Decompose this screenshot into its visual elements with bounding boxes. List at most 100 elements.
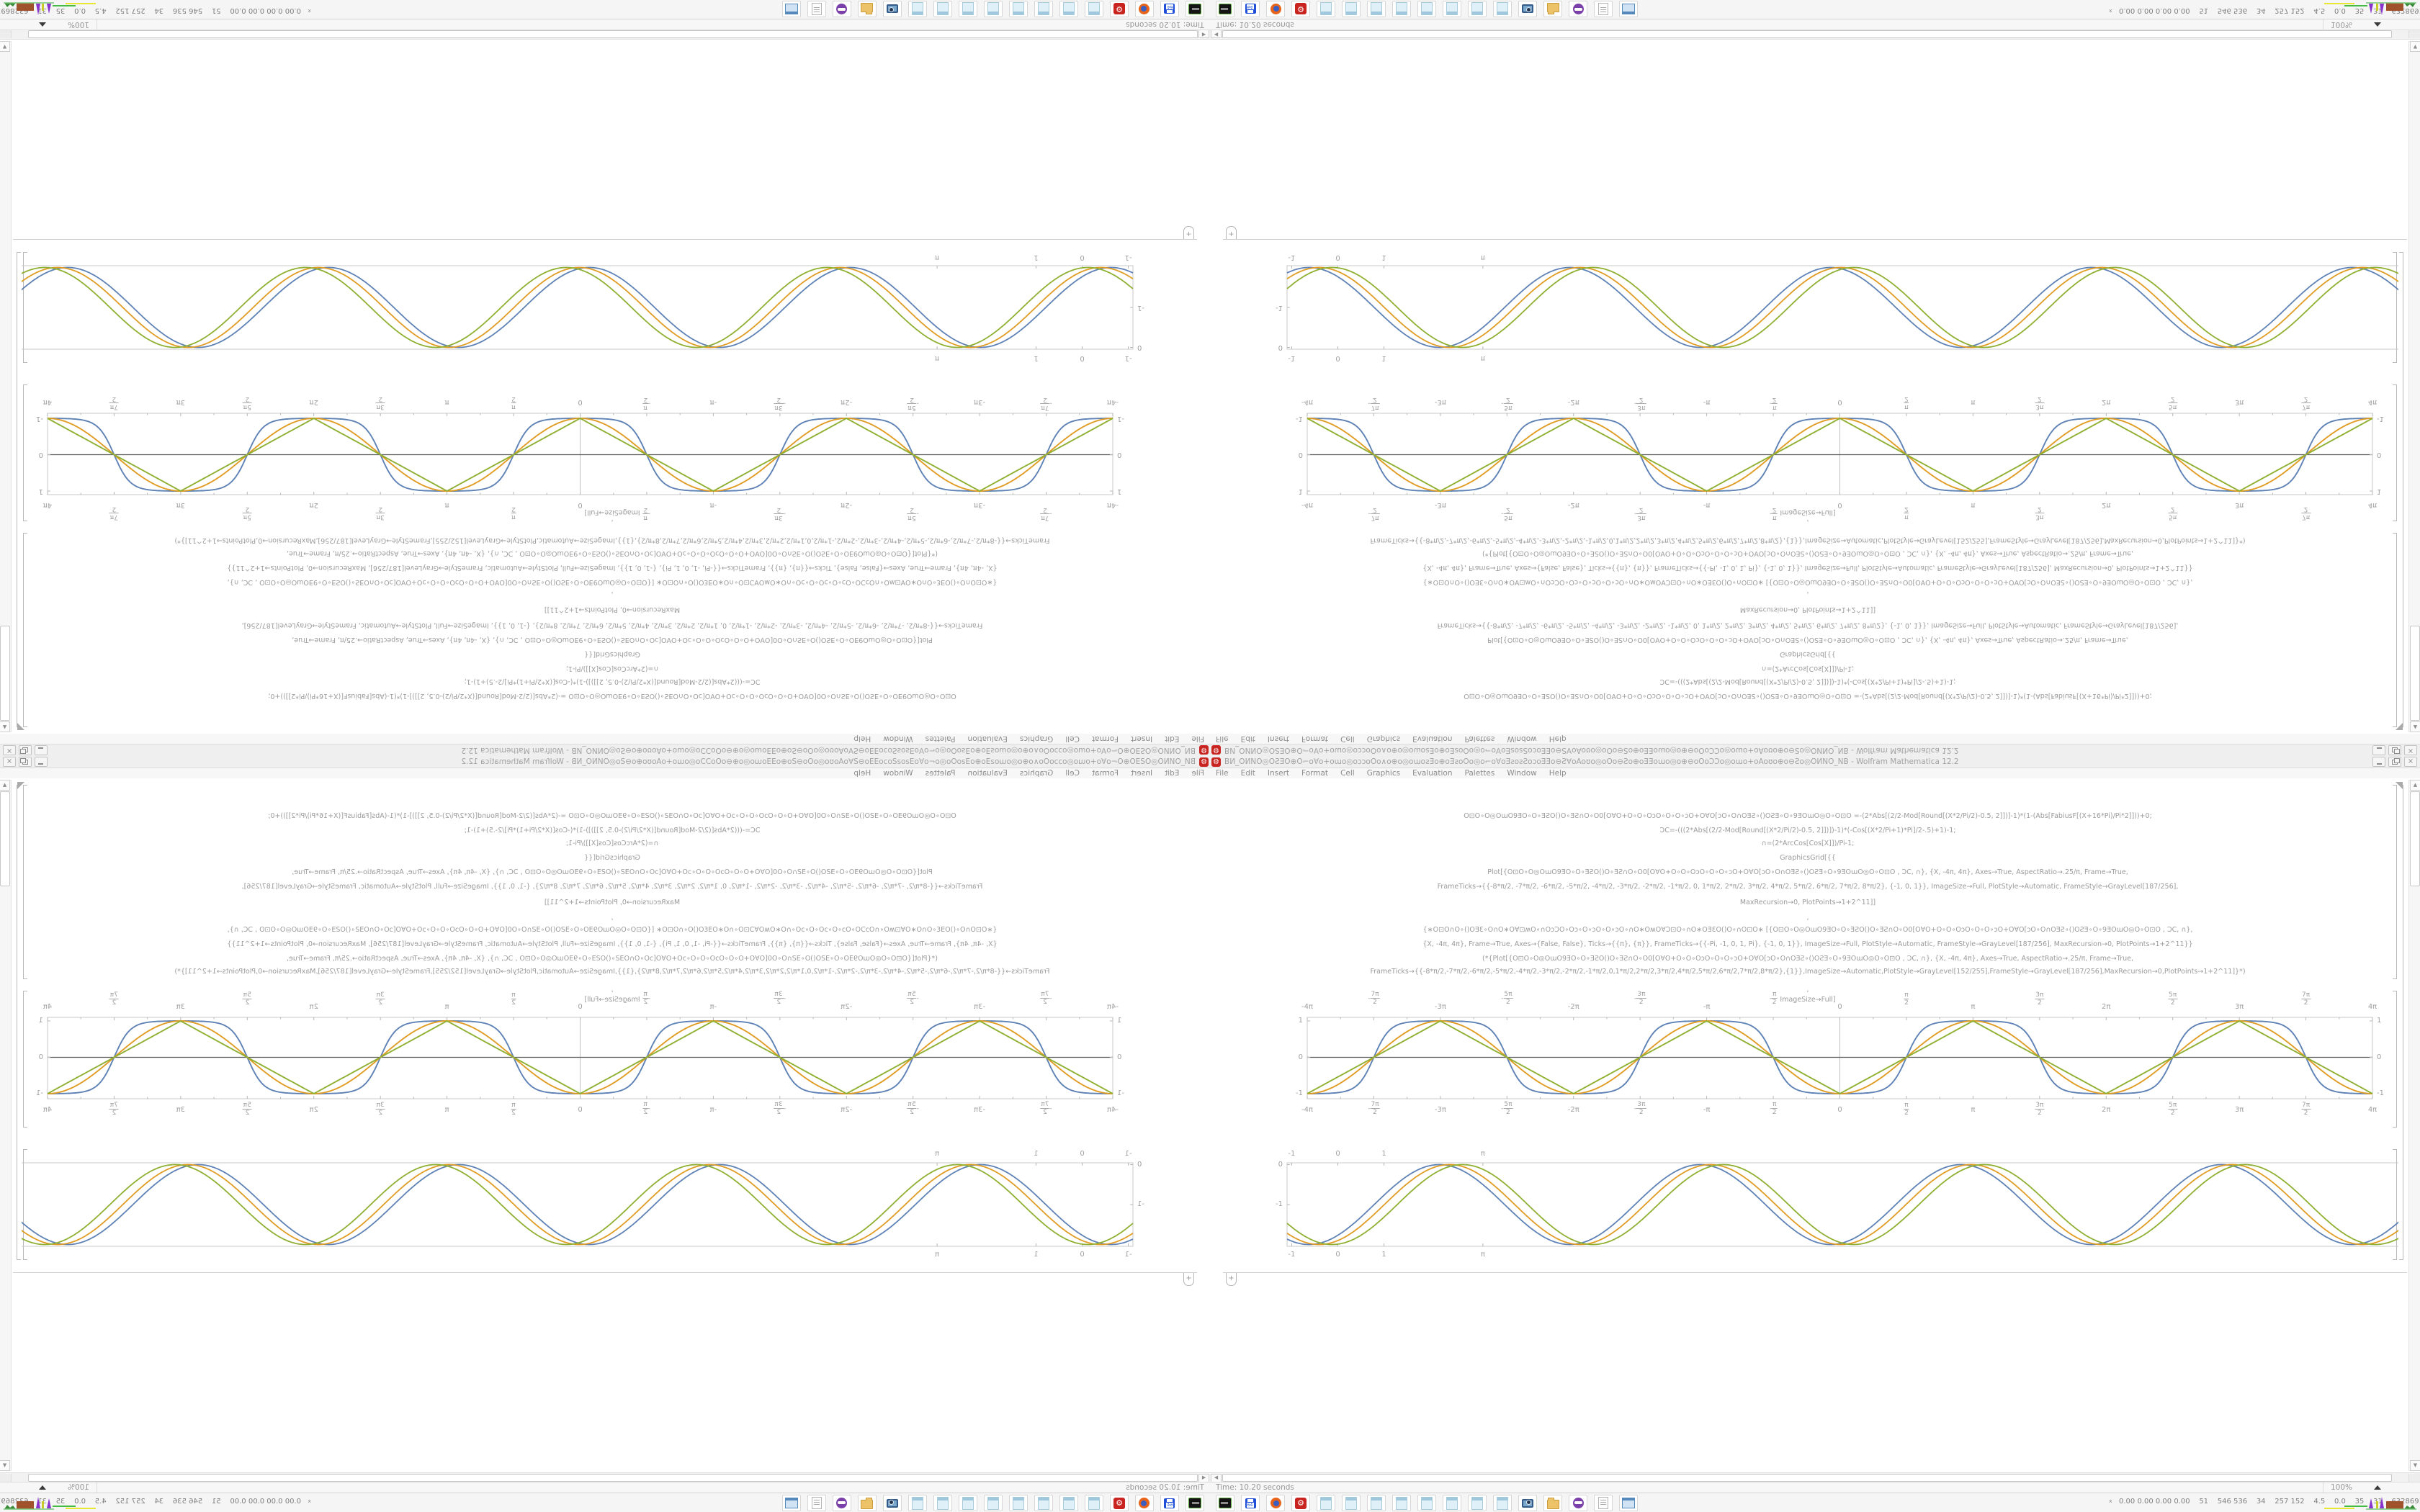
menu-graphics[interactable]: Graphics xyxy=(1366,734,1401,743)
code-line-7[interactable]: MaxRecursion→0, PlotPoints→1+2^11]] xyxy=(544,899,681,906)
launcher-notepad-icon[interactable] xyxy=(984,1495,1003,1511)
code-line-1[interactable]: O⊡O∘O◎OɯO9ƎO∘O∘ƎƧO()O∘ƎƧ∩O∘O0[O∀O+O∘O∘Oɔ… xyxy=(1464,812,2152,820)
menu-graphics[interactable]: Graphics xyxy=(1019,734,1054,743)
scroll-up-icon[interactable]: ▲ xyxy=(0,780,10,791)
launcher-notepad-icon[interactable] xyxy=(933,1495,952,1511)
menu-insert[interactable]: Insert xyxy=(1130,734,1153,743)
cell-group-bracket[interactable] xyxy=(17,252,22,727)
code-line-4[interactable]: GraphicsGrid[{{ xyxy=(1780,854,1836,862)
launcher-mathematica-icon[interactable]: ⚙ xyxy=(1291,1495,1310,1511)
launcher-notepad-icon[interactable] xyxy=(1317,1,1335,17)
code-line-11[interactable]: (*{Plot[{O⊡O∘O◎OɯO9ƎO∘O∘ƎƧO()O∘ƎƧ∩O∘O0[O… xyxy=(287,549,938,557)
code-line-7[interactable]: MaxRecursion→0, PlotPoints→1+2^11]] xyxy=(1739,899,1876,906)
menu-window[interactable]: Window xyxy=(883,769,913,778)
horizontal-scrollbar[interactable]: ◀ xyxy=(1210,30,2420,40)
window-titlebar[interactable]: ⚙ BИ_OИNO◎OƧƎO⊕O⌐o∀o+oɯo◎oɔɔoOo∧o⊕o◎oɯoƨ… xyxy=(1210,756,2420,768)
cell-bracket[interactable] xyxy=(2392,991,2397,1128)
code-line-1[interactable]: O⊡O∘O◎OɯO9ƎO∘O∘ƎƧO()O∘ƎƧ∩O∘O0[O∀O+O∘O∘Oɔ… xyxy=(268,812,956,820)
close-button[interactable]: × xyxy=(2404,757,2417,767)
code-line-5[interactable]: Plot[{O⊡O∘O◎OɯO9ƎO∘O∘ƎƧO()O∘ƎƧ∩O∘O0[O∀O+… xyxy=(292,868,933,876)
code-line-11[interactable]: (*{Plot[{O⊡O∘O◎OɯO9ƎO∘O∘ƎƧO()O∘ƎƧ∩O∘O0[O… xyxy=(1482,955,2133,963)
launcher-screenshot-icon[interactable] xyxy=(1518,1495,1537,1511)
vertical-scrollbar[interactable]: ▲ ▼ xyxy=(2408,41,2420,732)
vertical-scrollbar[interactable]: ▲ ▼ xyxy=(2408,780,2420,1471)
menu-graphics[interactable]: Graphics xyxy=(1366,769,1401,778)
horizontal-scroll-thumb[interactable] xyxy=(28,1474,1198,1482)
launcher-terminal-drive-icon[interactable] xyxy=(1186,1495,1204,1511)
code-line-6[interactable]: FrameTicks→{{-8*π/2, -7*π/2, -6*π/2, -5*… xyxy=(241,883,983,891)
menu-format[interactable]: Format xyxy=(1301,734,1329,743)
code-line-5[interactable]: Plot[{O⊡O∘O◎OɯO9ƎO∘O∘ƎƧO()O∘ƎƧ∩O∘O0[O∀O+… xyxy=(1487,636,2128,644)
menu-edit[interactable]: Edit xyxy=(1165,769,1180,778)
scroll-up-icon[interactable]: ▲ xyxy=(2410,721,2420,732)
launcher-terminal-drive-icon[interactable] xyxy=(1186,1,1204,17)
window-titlebar[interactable]: ⚙ BИ_OИNO◎OƧƎO⊕O⌐o∀o+oɯo◎oɔɔoOo∧o⊕o◎oɯoƨ… xyxy=(1210,744,2420,756)
code-line-5[interactable]: Plot[{O⊡O∘O◎OɯO9ƎO∘O∘ƎƧO()O∘ƎƧ∩O∘O0[O∀O+… xyxy=(1487,868,2128,876)
magnification-dropdown-icon[interactable] xyxy=(39,1485,46,1490)
code-line-4[interactable]: GraphicsGrid[{{ xyxy=(584,650,640,658)
launcher-terminal-drive-icon[interactable] xyxy=(1216,1,1234,17)
launcher-notepad-icon[interactable] xyxy=(1059,1,1078,17)
menu-edit[interactable]: Edit xyxy=(1165,734,1180,743)
launcher-notepad-icon[interactable] xyxy=(1392,1495,1411,1511)
code-line-8[interactable]: , xyxy=(1806,914,1809,922)
code-line-2[interactable]: ƆC=-(((2*Abs[(2/2-Mod[Round[(X*2/Pi/2)-0… xyxy=(1659,827,1956,834)
code-line-10[interactable]: {X, -4π, 4π}, Frame→True, Axes→{False, F… xyxy=(1422,940,2193,948)
code-line-9[interactable]: {∗O⊡O∩O∘()OƎƐ∘O∩O∗O∀⊡ʍO∘∩OɔƆO∘Oɔ∘O∘ɔO∘O∘… xyxy=(1422,926,2193,934)
launcher-receipt-icon[interactable] xyxy=(807,1495,826,1511)
launcher-notepad-icon[interactable] xyxy=(959,1495,977,1511)
menu-insert[interactable]: Insert xyxy=(1267,769,1290,778)
code-line-2[interactable]: ƆC=-(((2*Abs[(2/2-Mod[Round[(X*2/Pi/2)-0… xyxy=(464,827,761,834)
launcher-notepad-icon[interactable] xyxy=(1493,1,1512,17)
code-line-3[interactable]: ∩=(2*ArcCos[Cos[X]])/Pi-1; xyxy=(1761,840,1855,847)
code-line-6[interactable]: FrameTicks→{{-8*π/2, -7*π/2, -6*π/2, -5*… xyxy=(1437,621,2179,629)
vertical-scrollbar[interactable]: ▲ ▼ xyxy=(0,41,12,732)
code-line-1[interactable]: O⊡O∘O◎OɯO9ƎO∘O∘ƎƧO()O∘ƎƧ∩O∘O0[O∀O+O∘O∘Oɔ… xyxy=(1464,692,2152,700)
insert-cell-button[interactable]: + xyxy=(1226,226,1237,239)
code-line-3[interactable]: ∩=(2*ArcCos[Cos[X]])/Pi-1; xyxy=(1761,665,1855,672)
launcher-notepad-icon[interactable] xyxy=(1417,1495,1436,1511)
window-titlebar[interactable]: ⚙ BИ_OИNO◎OƧƎO⊕O⌐o∀o+oɯo◎oɔɔoOo∧o⊕o◎oɯoƨ… xyxy=(0,744,1210,756)
code-line-13[interactable]: , xyxy=(1806,986,1809,994)
menu-help[interactable]: Help xyxy=(853,734,871,743)
menu-file[interactable]: File xyxy=(1191,734,1204,743)
close-button[interactable]: × xyxy=(3,757,16,767)
horizontal-scrollbar[interactable]: ◀ xyxy=(1210,1472,2420,1482)
code-line-12[interactable]: FrameTicks→{{-8*π/2,-7*π/2,-6*π/2,-5*π/2… xyxy=(1370,968,2246,976)
code-line-11[interactable]: (*{Plot[{O⊡O∘O◎OɯO9ƎO∘O∘ƎƧO()O∘ƎƧ∩O∘O0[O… xyxy=(287,955,938,963)
launcher-notepad-icon[interactable] xyxy=(1443,1,1461,17)
magnification-dropdown-icon[interactable] xyxy=(39,22,46,27)
cell-insertion-line[interactable] xyxy=(13,239,1197,240)
horizontal-scroll-thumb[interactable] xyxy=(1222,30,2392,38)
menu-format[interactable]: Format xyxy=(1091,734,1119,743)
launcher-notepad-icon[interactable] xyxy=(1317,1495,1335,1511)
launcher-notepad-icon[interactable] xyxy=(1392,1,1411,17)
launcher-notepad-icon[interactable] xyxy=(984,1,1003,17)
insert-cell-button[interactable]: + xyxy=(1183,1273,1194,1286)
scroll-down-icon[interactable]: ▼ xyxy=(0,1460,10,1471)
notebook-content[interactable]: O⊡O∘O◎OɯO9ƎO∘O∘ƎƧO()O∘ƎƧ∩O∘O0[O∀O+O∘O∘Oɔ… xyxy=(0,778,1210,1472)
horizontal-scrollbar[interactable]: ◀ xyxy=(0,1472,1210,1482)
vertical-scroll-thumb[interactable] xyxy=(2410,626,2420,721)
menu-evaluation[interactable]: Evaluation xyxy=(967,734,1008,743)
scroll-left-icon[interactable]: ◀ xyxy=(1211,30,1222,38)
launcher-folder-icon[interactable] xyxy=(858,1,877,17)
launcher-notepad-icon[interactable] xyxy=(1009,1,1028,17)
code-line-9[interactable]: {∗O⊡O∩O∘()OƎƐ∘O∩O∗O∀⊡ʍO∘∩OɔƆO∘Oɔ∘O∘ɔO∘O∘… xyxy=(1422,578,2193,586)
close-button[interactable]: × xyxy=(3,745,16,755)
menu-cell[interactable]: Cell xyxy=(1340,769,1355,778)
cell-bracket[interactable] xyxy=(23,533,28,727)
code-line-7[interactable]: MaxRecursion→0, PlotPoints→1+2^11]] xyxy=(1739,606,1876,613)
launcher-ghost-icon[interactable] xyxy=(1569,1495,1587,1511)
menu-cell[interactable]: Cell xyxy=(1065,769,1080,778)
code-line-12[interactable]: FrameTicks→{{-8*π/2,-7*π/2,-6*π/2,-5*π/2… xyxy=(174,968,1050,976)
vertical-scroll-thumb[interactable] xyxy=(2410,791,2420,886)
notebook-content[interactable]: O⊡O∘O◎OɯO9ƎO∘O∘ƎƧO()O∘ƎƧ∩O∘O0[O∀O+O∘O∘Oɔ… xyxy=(1210,778,2420,1472)
magnification-dropdown-icon[interactable] xyxy=(2374,22,2381,27)
code-line-12[interactable]: FrameTicks→{{-8*π/2,-7*π/2,-6*π/2,-5*π/2… xyxy=(174,536,1050,544)
launcher-notepad-icon[interactable] xyxy=(908,1,927,17)
menu-evaluation[interactable]: Evaluation xyxy=(1412,769,1453,778)
launcher-notepad-icon[interactable] xyxy=(1059,1495,1078,1511)
launcher-notepad-icon[interactable] xyxy=(959,1,977,17)
restore-button[interactable] xyxy=(19,745,32,755)
